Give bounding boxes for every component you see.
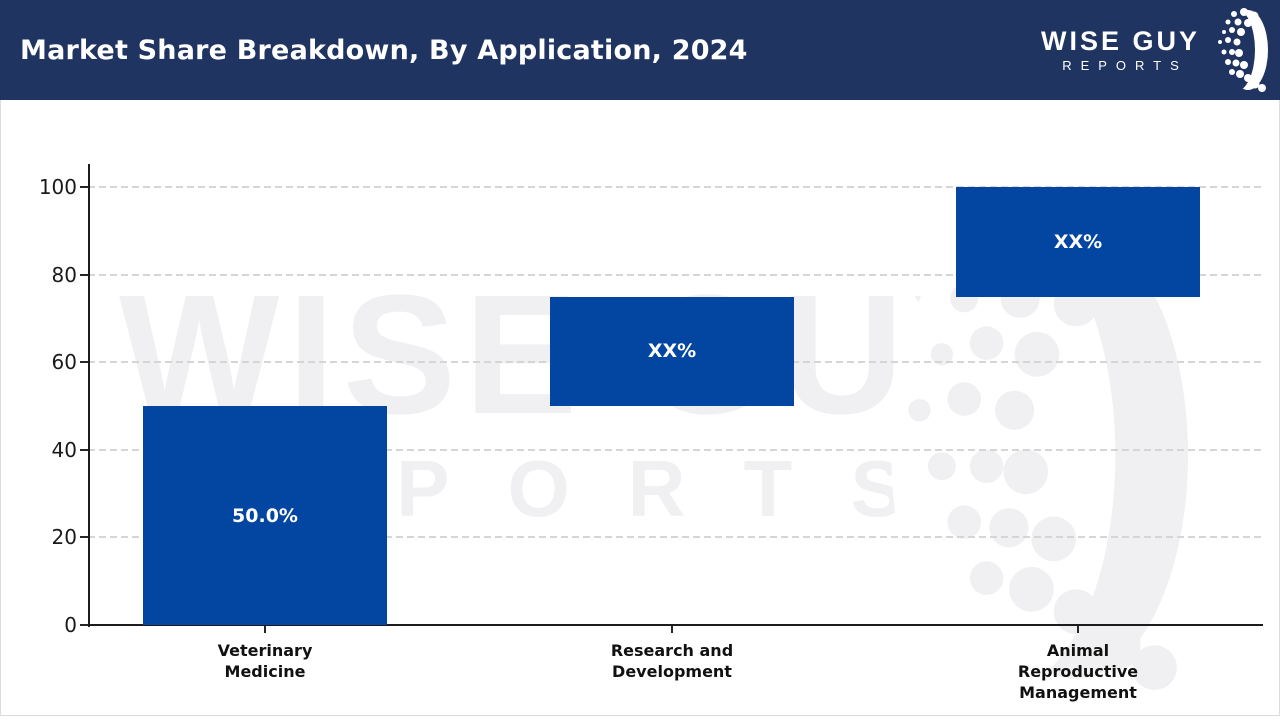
bar-value-label: XX% (1053, 230, 1103, 253)
y-tick-mark (80, 624, 88, 626)
y-tick-label: 20 (51, 525, 77, 550)
y-tick-mark (80, 273, 88, 276)
x-category-label-line: Management (1019, 683, 1137, 702)
bar-value-label: 50.0% (232, 504, 298, 527)
gridline (88, 273, 1263, 276)
y-axis-line (88, 164, 90, 627)
x-category-label-line: Reproductive (1017, 662, 1139, 681)
chart-bar: XX% (956, 187, 1200, 297)
x-category-label-line: Development (612, 662, 732, 681)
y-tick-mark (80, 536, 88, 539)
y-tick-mark (80, 186, 88, 188)
logo-face-icon (1215, 8, 1268, 92)
logo-wordmark-line2: REPORTS (1062, 58, 1188, 73)
y-tick-label: 0 (64, 613, 77, 637)
wise-guy-logo: WISE GUY REPORTS (1041, 8, 1268, 92)
bar-value-label: XX% (647, 340, 697, 363)
plot: 0 20 40 60 80 100 50.0% XX% XX% Veterinary Medicin… (1, 100, 1279, 715)
header: Market Share Breakdown, By Application, … (0, 0, 1280, 100)
chart-bar: 50.0% (143, 406, 387, 625)
y-tick-label: 100 (38, 175, 77, 199)
x-category-label: Research and Development (532, 640, 812, 682)
x-category-label-line: Veterinary (217, 641, 313, 660)
y-tick-label: 40 (51, 437, 77, 462)
x-tick-mark (1077, 626, 1079, 633)
chart-area: WISE GUY REPORTS 0 20 40 60 80 100 50.0% XX% XX%… (0, 100, 1280, 716)
gridline (88, 536, 1263, 539)
logo-wordmark: WISE GUY REPORTS (1041, 26, 1200, 74)
x-category-label: Animal Reproductive Management (938, 640, 1218, 703)
y-tick-label: 80 (51, 262, 77, 287)
y-tick-mark (80, 448, 88, 451)
chart-bar: XX% (550, 296, 794, 406)
x-category-label: Veterinary Medicine (125, 640, 405, 682)
logo-wordmark-line1: WISE GUY (1040, 26, 1200, 56)
gridline (88, 448, 1263, 451)
x-axis-line (88, 624, 1263, 626)
gridline (88, 186, 1263, 188)
y-tick-mark (80, 361, 88, 364)
x-tick-mark (671, 626, 673, 633)
x-category-label-line: Animal (1046, 641, 1110, 660)
x-category-label-line: Research and (610, 641, 734, 660)
x-category-label-line: Medicine (224, 662, 306, 681)
y-tick-label: 60 (51, 350, 77, 375)
x-tick-mark (264, 626, 266, 633)
page-title: Market Share Breakdown, By Application, … (20, 34, 748, 66)
